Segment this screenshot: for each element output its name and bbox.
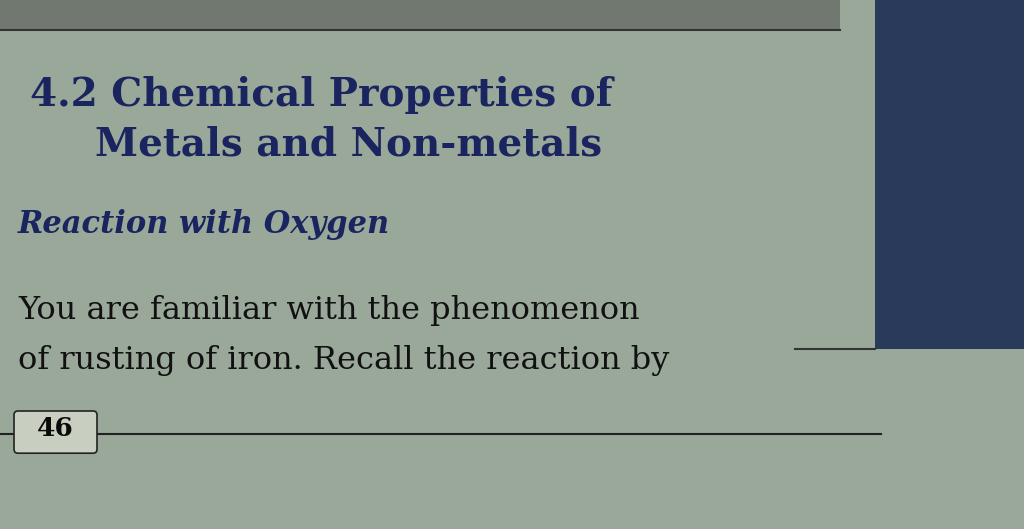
Polygon shape	[0, 0, 840, 30]
FancyBboxPatch shape	[14, 411, 97, 453]
Text: of rusting of iron. Recall the reaction by: of rusting of iron. Recall the reaction …	[18, 344, 670, 376]
Text: 4.2 Chemical Properties of: 4.2 Chemical Properties of	[30, 76, 612, 114]
Text: You are familiar with the phenomenon: You are familiar with the phenomenon	[18, 295, 640, 325]
Text: Reaction with Oxygen: Reaction with Oxygen	[18, 209, 390, 241]
Text: Metals and Non-metals: Metals and Non-metals	[95, 126, 602, 164]
Text: 46: 46	[37, 416, 74, 442]
Polygon shape	[874, 0, 1024, 349]
